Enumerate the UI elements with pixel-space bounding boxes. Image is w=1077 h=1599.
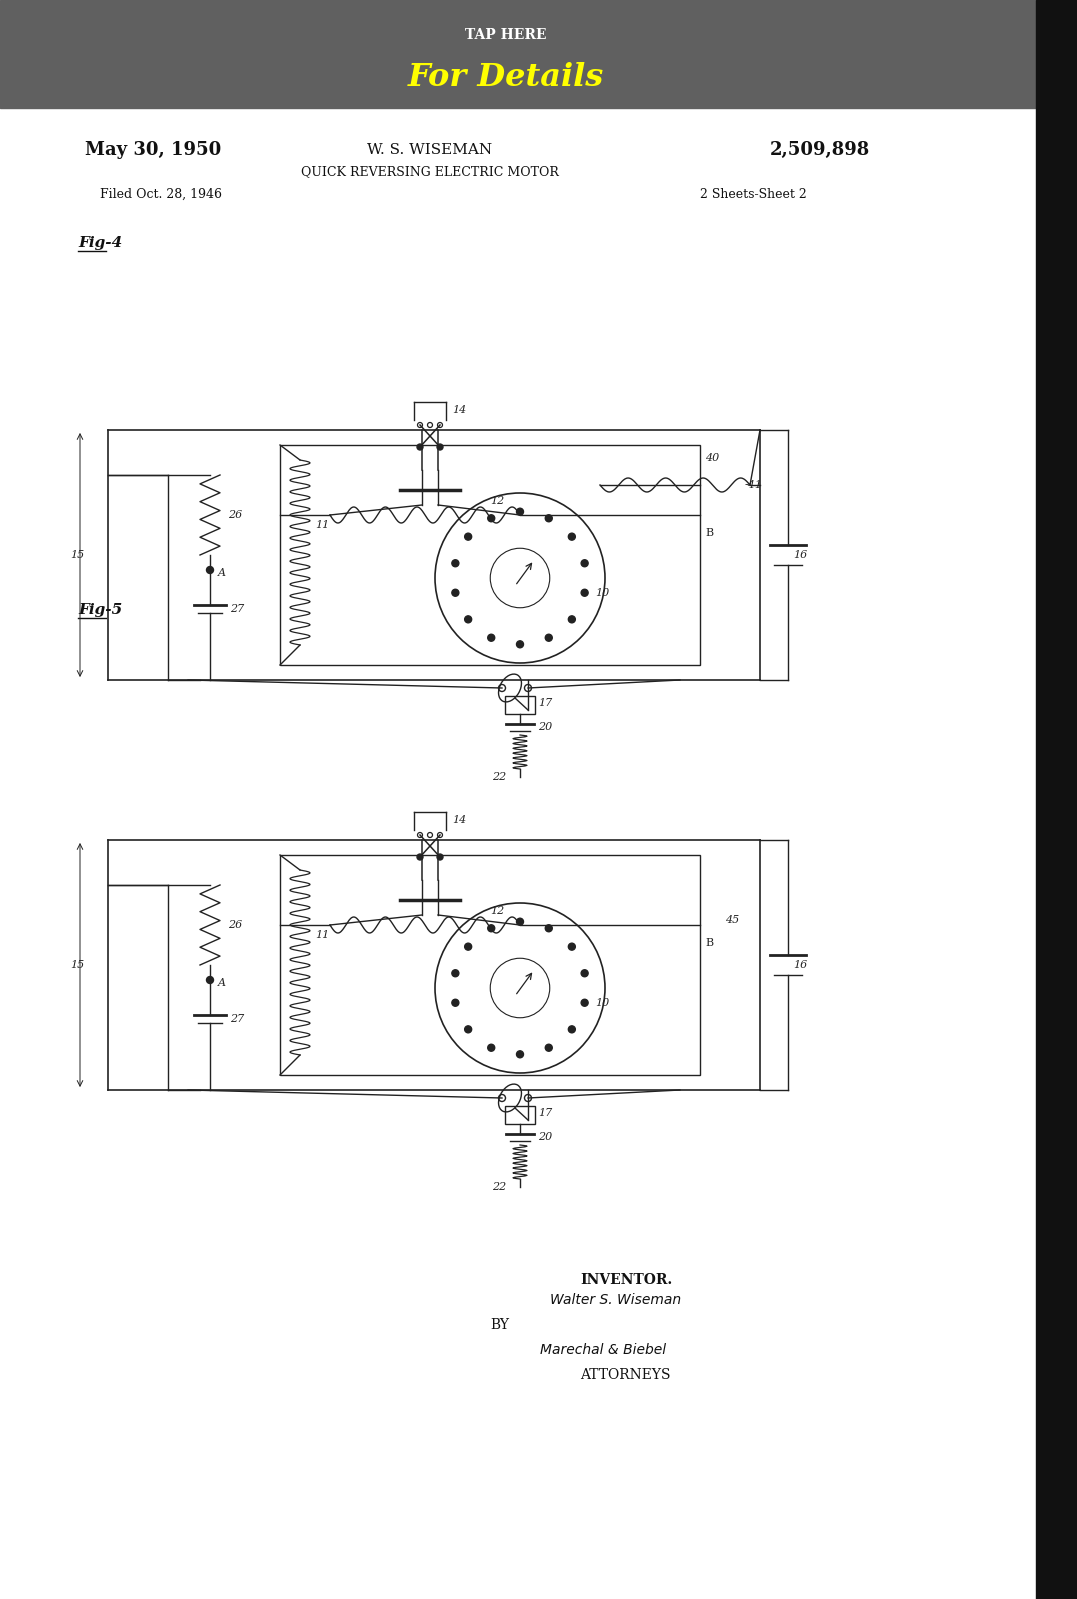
Text: 10: 10 <box>595 588 610 598</box>
Text: 27: 27 <box>230 604 244 614</box>
Text: 11: 11 <box>314 520 330 529</box>
Circle shape <box>488 924 494 932</box>
Text: For Details: For Details <box>408 62 604 93</box>
Text: 22: 22 <box>492 772 506 782</box>
Circle shape <box>417 854 423 860</box>
Bar <box>280 855 700 1075</box>
Circle shape <box>569 616 575 624</box>
Text: Walter S. Wiseman: Walter S. Wiseman <box>550 1294 681 1306</box>
Circle shape <box>488 1044 494 1051</box>
Text: 22: 22 <box>492 1182 506 1191</box>
Bar <box>505 1107 535 1124</box>
Text: 16: 16 <box>793 550 808 560</box>
Circle shape <box>545 924 553 932</box>
Circle shape <box>464 532 472 540</box>
Text: -41: -41 <box>745 480 763 489</box>
Text: QUICK REVERSING ELECTRIC MOTOR: QUICK REVERSING ELECTRIC MOTOR <box>302 166 559 179</box>
Text: 20: 20 <box>538 1132 553 1142</box>
Circle shape <box>417 445 423 449</box>
Circle shape <box>569 1027 575 1033</box>
Circle shape <box>464 1027 472 1033</box>
Circle shape <box>517 641 523 648</box>
Text: 20: 20 <box>538 723 553 732</box>
Circle shape <box>452 560 459 566</box>
Text: INVENTOR.: INVENTOR. <box>581 1273 672 1287</box>
Circle shape <box>437 445 443 449</box>
Text: TAP HERE: TAP HERE <box>465 27 547 42</box>
Circle shape <box>452 969 459 977</box>
Circle shape <box>488 515 494 521</box>
Text: 17: 17 <box>538 699 553 708</box>
Text: 11: 11 <box>314 931 330 940</box>
Text: 10: 10 <box>595 998 610 1007</box>
Circle shape <box>207 566 213 574</box>
Text: 15: 15 <box>70 550 84 560</box>
Circle shape <box>488 635 494 641</box>
Circle shape <box>582 969 588 977</box>
Text: BY: BY <box>490 1318 509 1332</box>
Text: 40: 40 <box>705 453 719 464</box>
Circle shape <box>545 515 553 521</box>
Bar <box>505 696 535 715</box>
Circle shape <box>582 590 588 596</box>
Text: Filed Oct. 28, 1946: Filed Oct. 28, 1946 <box>100 187 222 200</box>
Text: 17: 17 <box>538 1108 553 1118</box>
Text: Marechal & Biebel: Marechal & Biebel <box>540 1343 667 1358</box>
Text: B: B <box>705 939 713 948</box>
Text: A: A <box>218 568 226 577</box>
Bar <box>0 0 1036 109</box>
Circle shape <box>452 999 459 1006</box>
Text: 2 Sheets-Sheet 2: 2 Sheets-Sheet 2 <box>700 187 807 200</box>
Text: 12: 12 <box>490 496 504 505</box>
Circle shape <box>464 616 472 624</box>
Circle shape <box>545 1044 553 1051</box>
Text: 2,509,898: 2,509,898 <box>770 141 870 158</box>
Circle shape <box>545 635 553 641</box>
Circle shape <box>582 999 588 1006</box>
Text: Fig-4: Fig-4 <box>78 237 123 249</box>
Circle shape <box>452 590 459 596</box>
Text: 26: 26 <box>228 510 242 520</box>
Bar <box>1036 0 1077 1599</box>
Text: A: A <box>218 979 226 988</box>
Text: 27: 27 <box>230 1014 244 1023</box>
Text: May 30, 1950: May 30, 1950 <box>85 141 221 158</box>
Text: 16: 16 <box>793 959 808 971</box>
Circle shape <box>207 977 213 983</box>
Text: Fig-5: Fig-5 <box>78 603 123 617</box>
Circle shape <box>582 560 588 566</box>
Text: 15: 15 <box>70 959 84 971</box>
Circle shape <box>517 1051 523 1059</box>
Circle shape <box>464 943 472 950</box>
Circle shape <box>517 508 523 515</box>
Circle shape <box>517 918 523 926</box>
Circle shape <box>569 532 575 540</box>
Bar <box>280 445 700 665</box>
Circle shape <box>437 854 443 860</box>
Text: 26: 26 <box>228 919 242 931</box>
Text: W. S. WISEMAN: W. S. WISEMAN <box>367 142 492 157</box>
Text: 14: 14 <box>452 815 466 825</box>
Text: 45: 45 <box>725 915 739 924</box>
Text: 12: 12 <box>490 907 504 916</box>
Text: ATTORNEYS: ATTORNEYS <box>581 1369 671 1382</box>
Circle shape <box>569 943 575 950</box>
Text: B: B <box>705 528 713 537</box>
Text: 14: 14 <box>452 405 466 416</box>
